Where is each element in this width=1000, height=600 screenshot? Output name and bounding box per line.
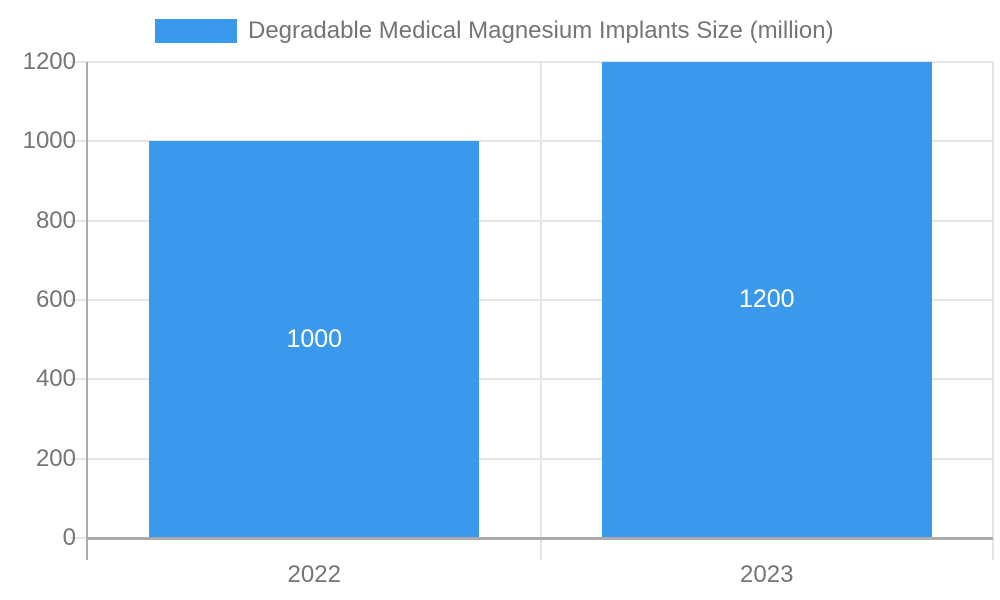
- gridline: [70, 378, 993, 381]
- y-tick-label: 1200: [22, 48, 76, 75]
- gridline: [70, 140, 993, 143]
- y-tick-label: 400: [35, 365, 76, 393]
- legend-label: Degradable Medical Magnesium Implants Si…: [248, 17, 834, 44]
- y-tick-label: 0: [62, 524, 76, 551]
- category-divider: [992, 62, 994, 560]
- bar-value-label: 1200: [738, 285, 795, 313]
- bar-value-label: 1000: [286, 324, 343, 353]
- bar-2022[interactable]: [149, 141, 480, 538]
- gridline: [70, 299, 993, 301]
- gridline: [70, 457, 993, 460]
- gridline: [70, 219, 993, 222]
- x-axis-line: [86, 537, 993, 540]
- y-tick-label: 600: [35, 286, 76, 313]
- gridline: [70, 61, 993, 63]
- y-axis-line: [86, 62, 88, 560]
- legend-swatch: [155, 18, 237, 43]
- chart-legend[interactable]: Degradable Medical Magnesium Implants Si…: [155, 18, 834, 43]
- x-axis-label: 2022: [287, 561, 341, 588]
- category-divider: [539, 62, 542, 560]
- x-axis-label: 2023: [740, 561, 794, 588]
- y-tick-label: 200: [35, 444, 76, 472]
- y-tick-label: 1000: [22, 127, 76, 155]
- y-tick-label: 800: [35, 206, 76, 234]
- bar-2023[interactable]: [601, 62, 932, 538]
